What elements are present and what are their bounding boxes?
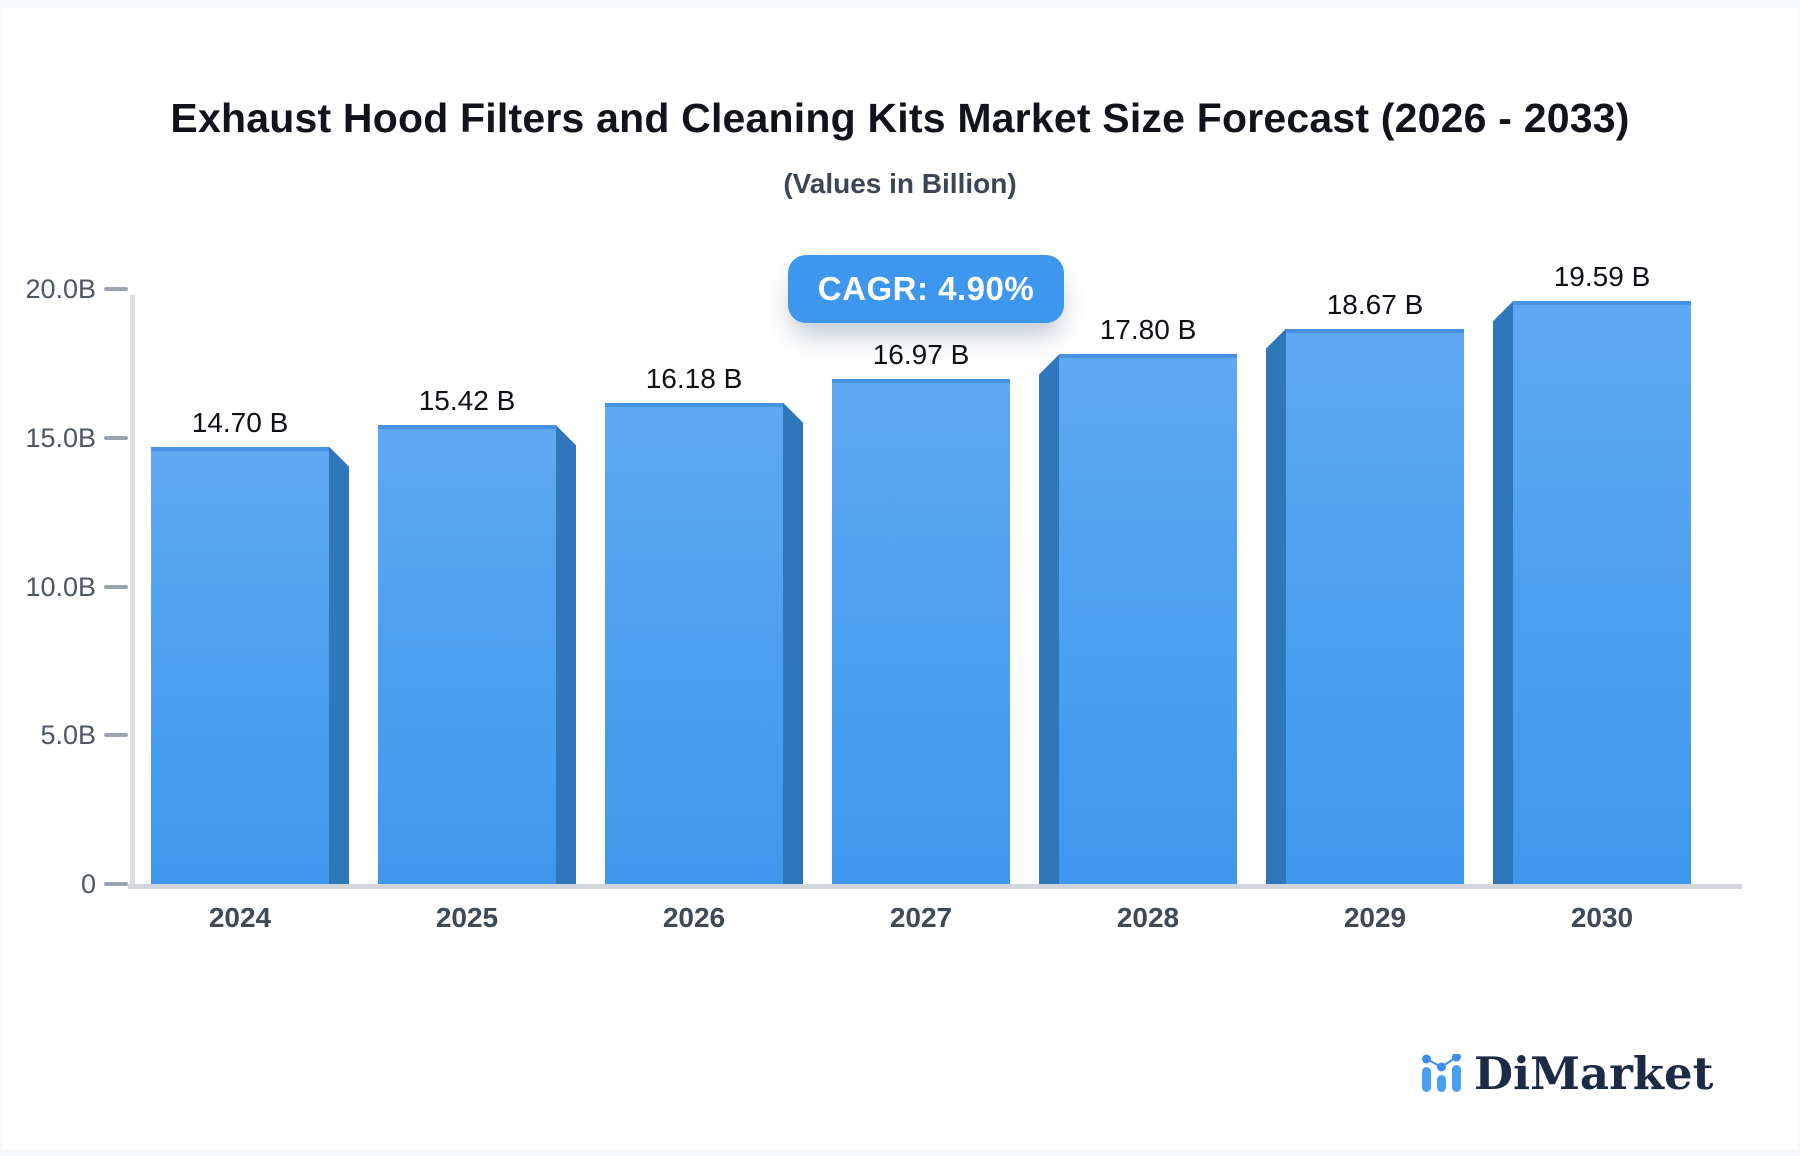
bar-side-face: [1493, 301, 1513, 884]
bar-value-label: 17.80 B: [1099, 314, 1197, 346]
y-tick-label: 5.0B: [40, 720, 96, 751]
bar-side-face: [556, 425, 576, 884]
bar-value-label: 16.18 B: [645, 362, 743, 394]
bar-2028: [1059, 354, 1237, 884]
bar-2025: [378, 425, 556, 884]
y-tick-label: 15.0B: [25, 422, 96, 453]
y-tick-dash: [104, 882, 128, 886]
x-axis-baseline: [128, 884, 1742, 889]
y-tick-label: 0: [80, 869, 96, 899]
page-title: Exhaust Hood Filters and Cleaning Kits M…: [170, 95, 1630, 141]
bar-side-face: [783, 402, 803, 884]
bar-value-label: 18.67 B: [1326, 288, 1424, 320]
x-axis-label: 2026: [662, 902, 726, 933]
bar-2029: [1286, 328, 1464, 884]
y-tick-dash: [104, 435, 128, 440]
y-tick-label: 20.0B: [25, 274, 96, 304]
y-tick-dash: [104, 584, 128, 589]
x-axis-label: 2029: [1343, 902, 1407, 933]
x-axis-label: 2025: [435, 902, 499, 933]
x-axis-label: 2030: [1570, 902, 1634, 933]
y-tick-dash: [104, 733, 128, 738]
bar-value-label: 16.97 B: [872, 339, 970, 371]
bar-side-face: [1266, 328, 1286, 884]
bar-side-face: [329, 446, 349, 884]
cagr-badge: CAGR: 4.90%: [788, 255, 1064, 323]
cagr-badge-label: CAGR: 4.90%: [817, 270, 1035, 307]
y-tick-label: 10.0B: [25, 571, 96, 602]
bar-2027: [832, 379, 1010, 884]
mini-bar-chart-logo-icon: [1422, 1054, 1461, 1092]
bar-side-face: [1039, 354, 1059, 884]
y-axis-line: [130, 295, 135, 884]
bar-value-label: 15.42 B: [418, 385, 516, 417]
bar-2024: [151, 446, 329, 884]
x-axis-label: 2027: [889, 902, 953, 933]
bar-2026: [605, 402, 783, 884]
x-axis-label: 2024: [208, 902, 272, 933]
bar-2030: [1513, 301, 1691, 884]
x-axis-label: 2028: [1116, 902, 1180, 933]
brand-logo-text: DiMarket: [1474, 1047, 1714, 1100]
y-tick-dash: [104, 287, 128, 291]
bar-value-label: 19.59 B: [1553, 261, 1651, 293]
bar-value-label: 14.70 B: [191, 406, 289, 438]
brand-logo: DiMarket: [1420, 1038, 1713, 1096]
page-subtitle: (Values in Billion): [783, 168, 1017, 199]
